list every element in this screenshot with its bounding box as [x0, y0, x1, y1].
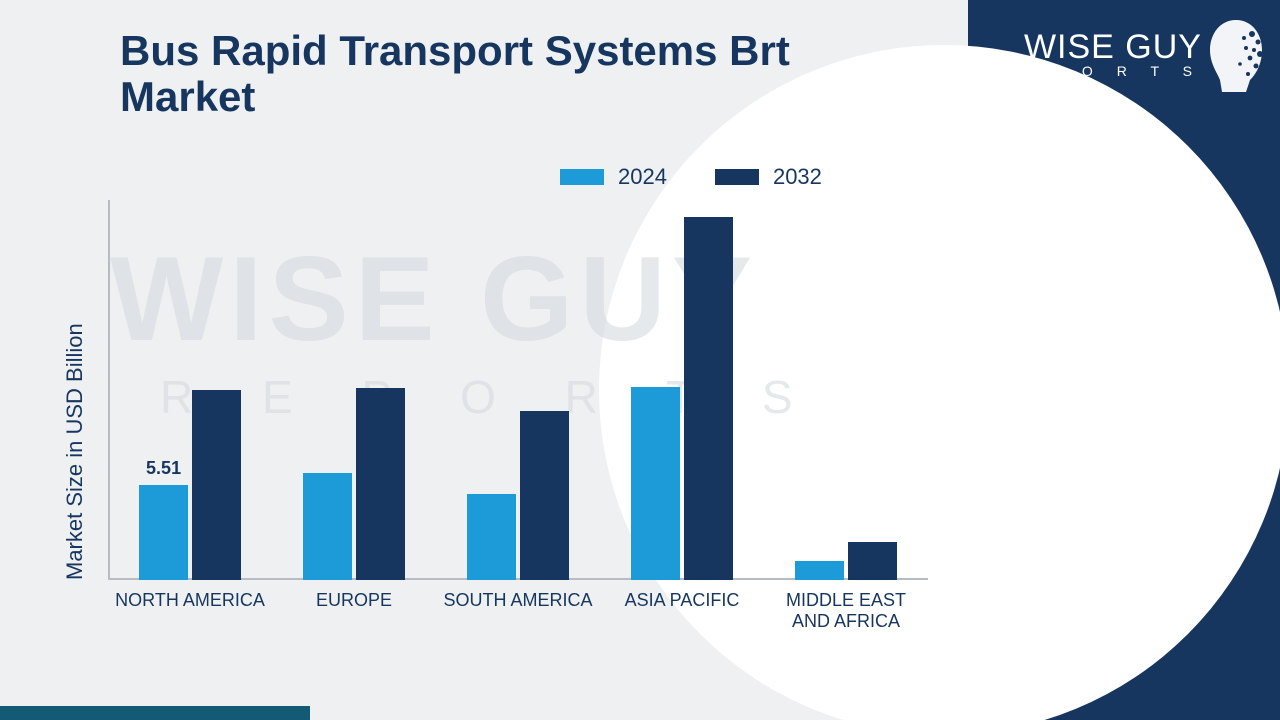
chart-title: Bus Rapid Transport Systems Brt Market [120, 28, 820, 120]
legend-label: 2024 [618, 164, 667, 190]
legend-label: 2032 [773, 164, 822, 190]
bottom-accent-strip [0, 706, 310, 720]
brand-logo-head-icon [1200, 14, 1272, 96]
bar [795, 561, 844, 580]
category-label: MIDDLE EAST AND AFRICA [768, 590, 924, 631]
category-label: EUROPE [276, 590, 432, 611]
bar [192, 390, 241, 580]
bar [303, 473, 352, 580]
bar [684, 217, 733, 580]
legend-swatch [560, 169, 604, 185]
category-label: SOUTH AMERICA [440, 590, 596, 611]
bar [631, 387, 680, 580]
bar [467, 494, 516, 580]
y-axis-line [108, 200, 110, 580]
category-label: ASIA PACIFIC [604, 590, 760, 611]
plot-area: 5.51 [108, 200, 928, 580]
bar [848, 542, 897, 580]
category-label: NORTH AMERICA [112, 590, 268, 611]
chart-stage: { "title": "Bus Rapid Transport Systems … [0, 0, 1280, 720]
legend-swatch [715, 169, 759, 185]
legend-item: 2024 [560, 164, 667, 190]
legend-item: 2032 [715, 164, 822, 190]
legend: 2024 2032 [560, 164, 822, 190]
bar [356, 388, 405, 580]
y-axis-label: Market Size in USD Billion [62, 323, 88, 580]
brand-logo: WISE GUY R E P O R T S [982, 28, 1202, 79]
bar [520, 411, 569, 580]
brand-logo-main: WISE GUY [982, 28, 1202, 67]
brand-logo-sub: R E P O R T S [982, 63, 1202, 79]
bar [139, 485, 188, 580]
bar-value-label: 5.51 [134, 458, 194, 479]
